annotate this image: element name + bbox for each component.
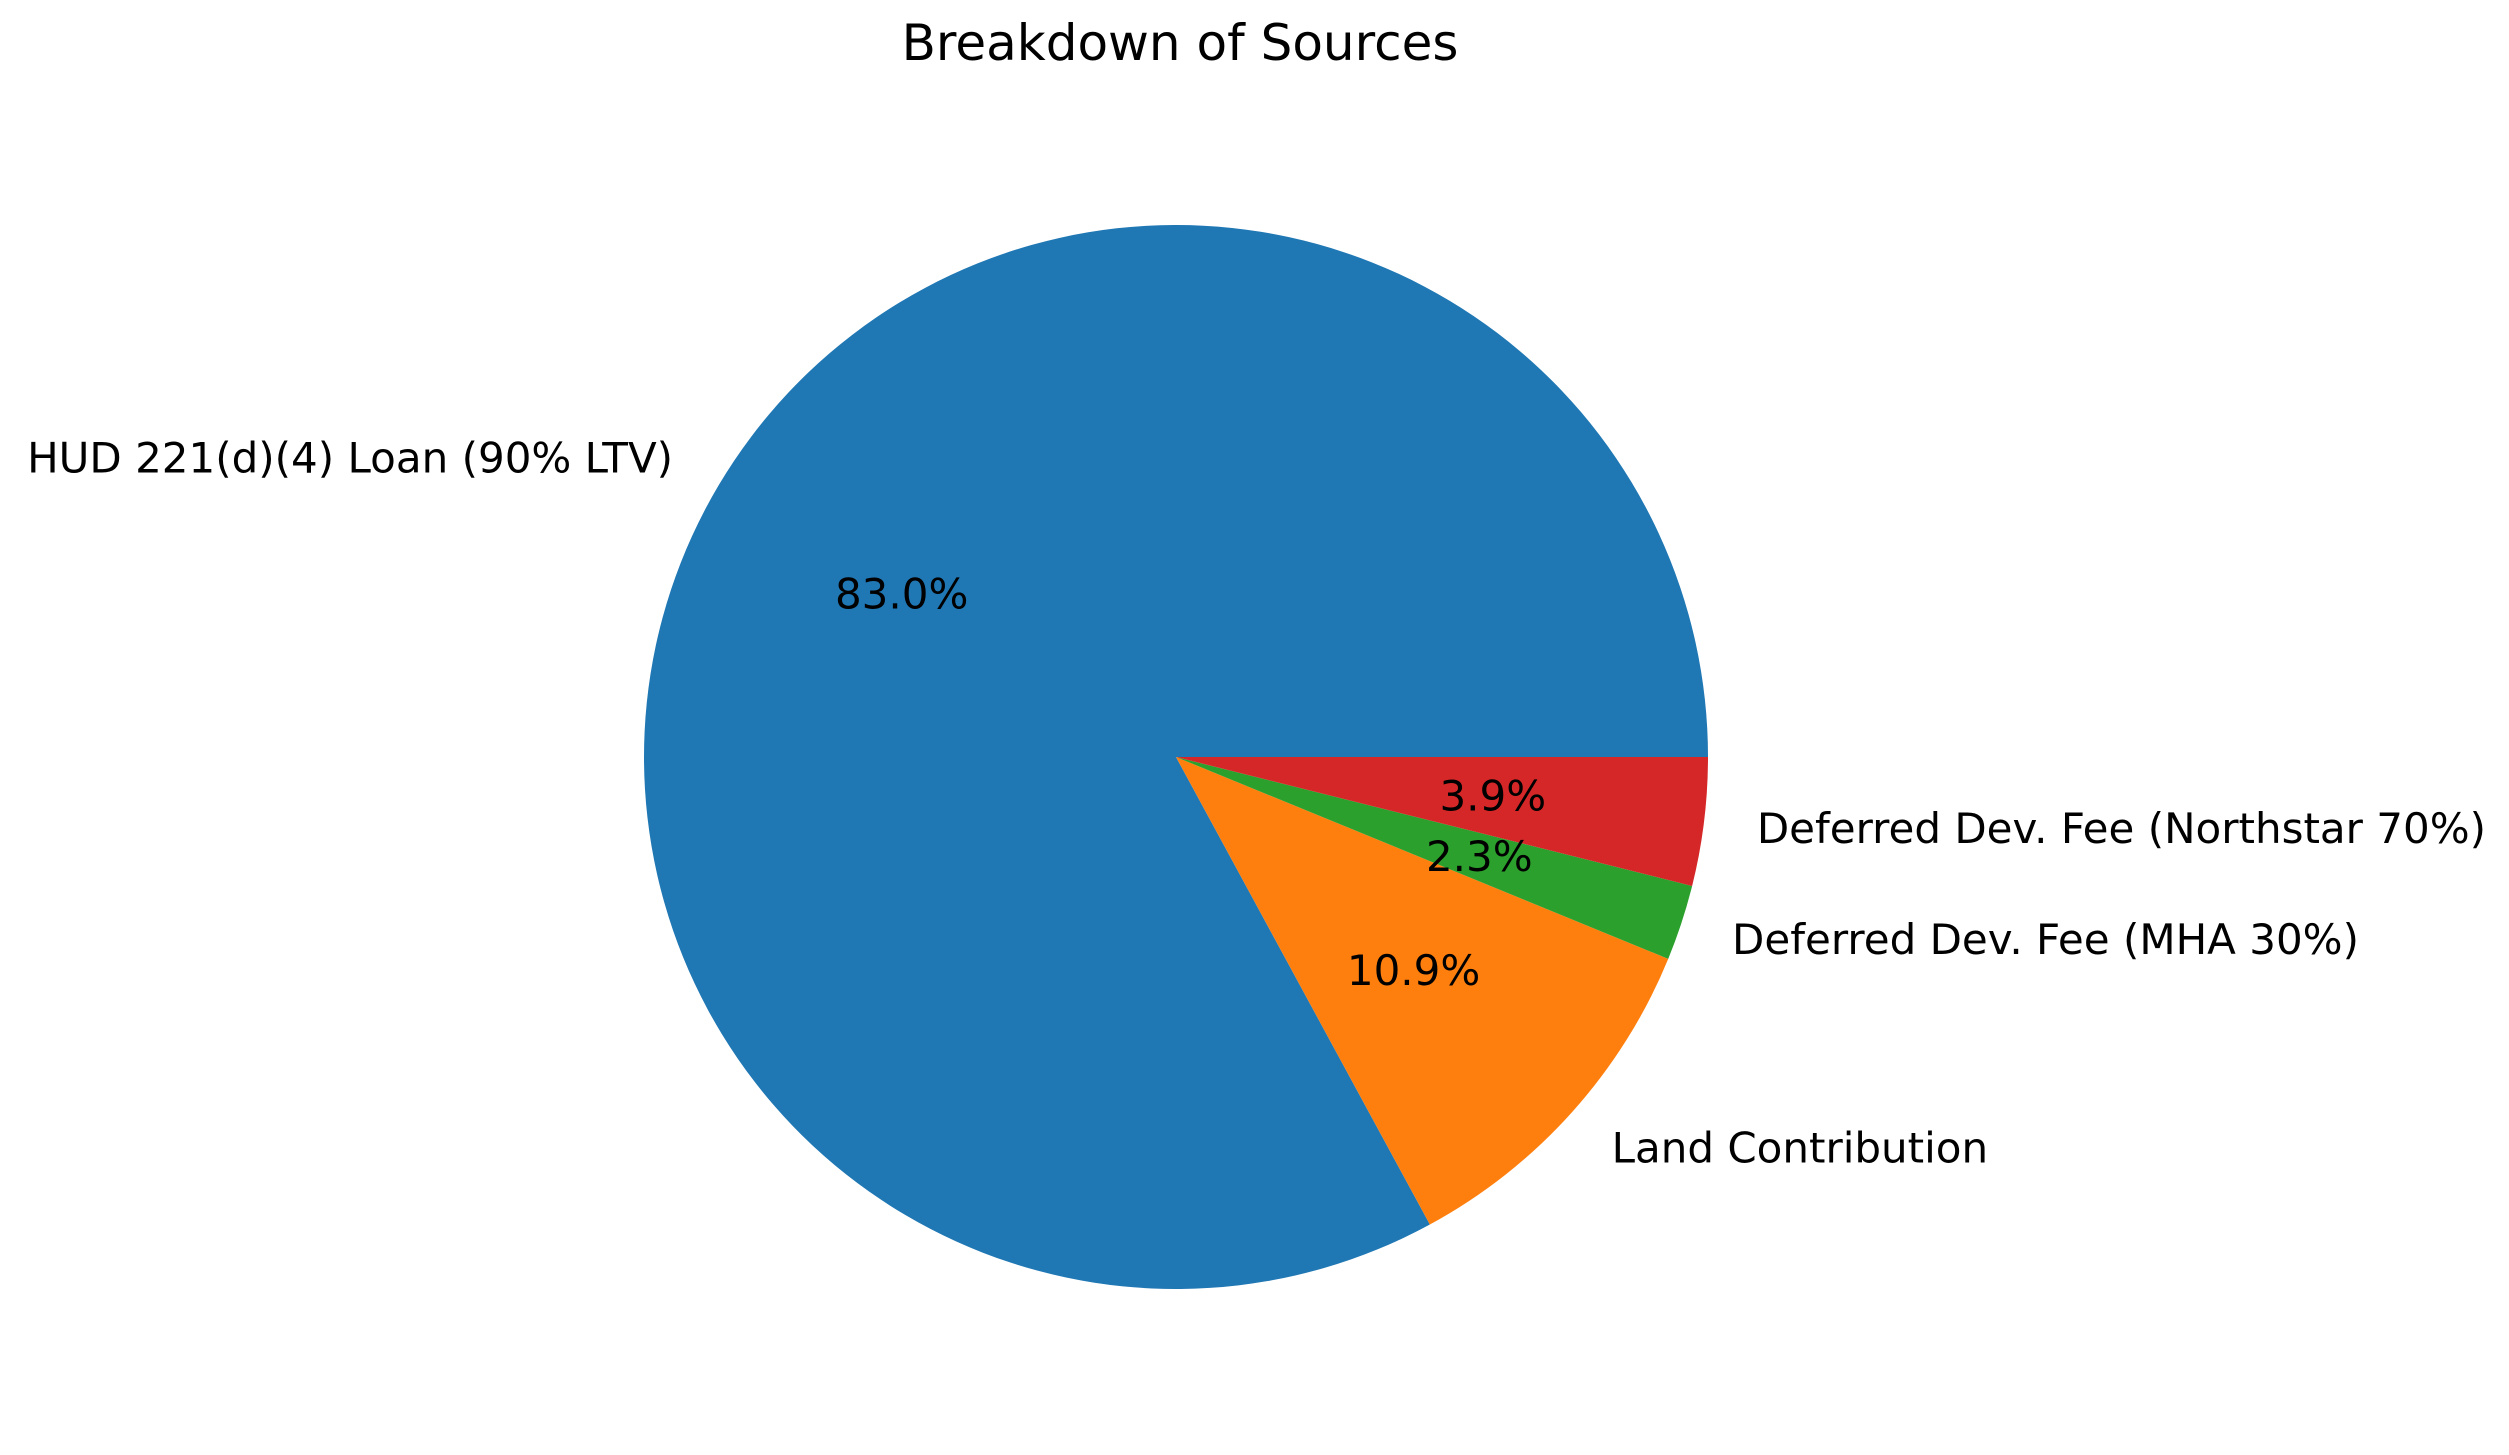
- pie-labels-group: 83.0% HUD 221(d)(4) Loan (90% LTV) 10.9% La…: [27, 434, 2486, 1173]
- slice-label-0: HUD 221(d)(4) Loan (90% LTV): [27, 434, 673, 483]
- slice-percentage-0: 83.0%: [835, 570, 968, 619]
- slice-percentage-1: 10.9%: [1347, 946, 1480, 995]
- pie-slice-3: [1176, 757, 1708, 886]
- pie-slice-2: [1176, 757, 1693, 959]
- chart-title: Breakdown of Sources: [902, 14, 1459, 72]
- slice-percentage-2: 2.3%: [1426, 832, 1533, 881]
- pie-slice-0: [644, 224, 1708, 1289]
- slice-percentage-3: 3.9%: [1439, 772, 1546, 821]
- slice-label-1: Land Contribution: [1612, 1124, 1989, 1173]
- pie-slices-group: [644, 224, 1708, 1289]
- slice-label-2: Deferred Dev. Fee (MHA 30%): [1732, 915, 2359, 964]
- slice-label-3: Deferred Dev. Fee (Northstar 70%): [1757, 804, 2486, 853]
- pie-slice-1: [1176, 757, 1669, 1225]
